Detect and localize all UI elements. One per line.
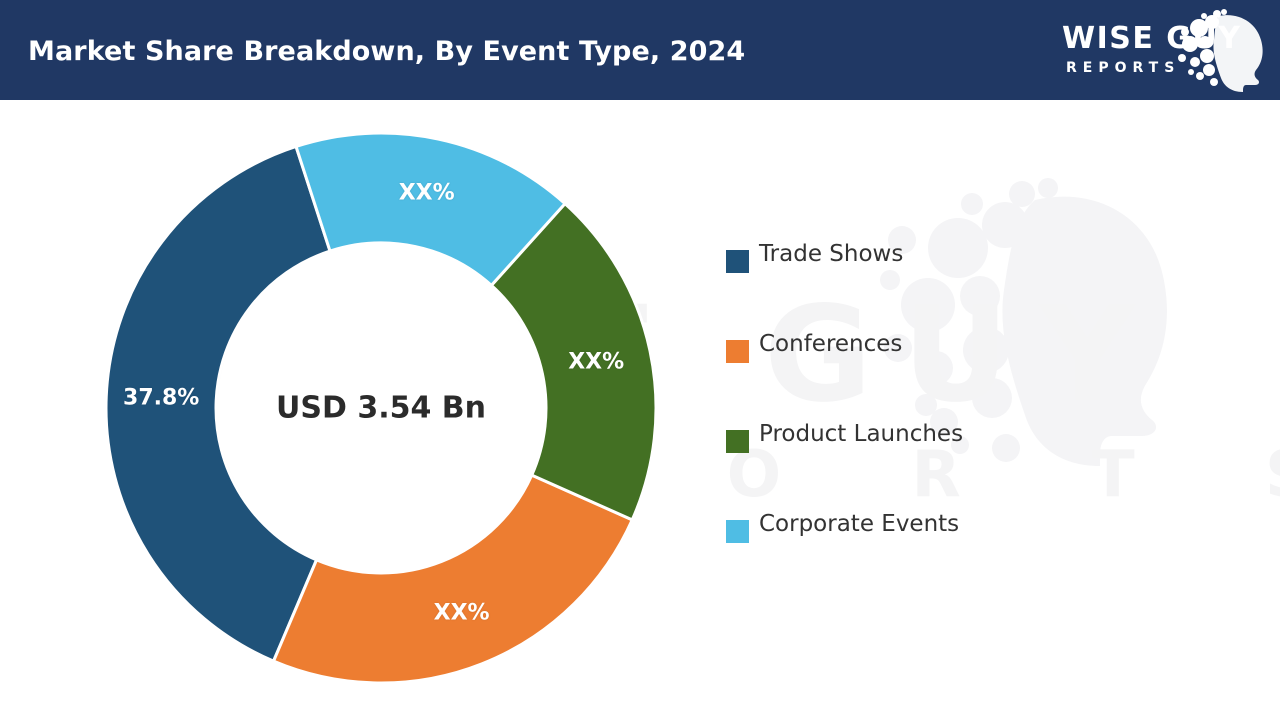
donut-hole — [217, 244, 545, 572]
page-title: Market Share Breakdown, By Event Type, 2… — [28, 36, 746, 67]
donut-chart-svg — [104, 131, 658, 685]
slice-corporate-events[interactable] — [294, 131, 568, 288]
slice-trade-shows[interactable] — [104, 144, 332, 664]
chart-plot-area: WISE GUY R E P O R T S — [0, 100, 1280, 720]
legend-label-trade-shows: Trade Shows — [759, 241, 904, 267]
legend-label-corporate-events: Corporate Events — [759, 511, 960, 537]
legend-swatch-conferences — [726, 340, 749, 363]
donut-center-value: USD 3.54 Bn — [276, 390, 486, 426]
legend-swatch-product-launches — [726, 430, 749, 453]
legend-item-trade-shows[interactable]: Trade Shows — [726, 241, 1166, 340]
legend-item-conferences[interactable]: Conferences — [726, 331, 1166, 430]
head-profile-dots-icon — [1178, 9, 1263, 92]
legend-label-product-launches: Product Launches — [759, 421, 964, 447]
slice-product-launches[interactable] — [489, 201, 658, 522]
chart-legend: Trade Shows Conferences Product Launches… — [726, 241, 1166, 610]
legend-label-conferences: Conferences — [759, 331, 903, 357]
wise-guy-reports-logo: WISE GUY REPORTS — [1062, 9, 1263, 92]
slice-label-product-launches: XX% — [568, 349, 625, 375]
legend-swatch-corporate-events — [726, 520, 749, 543]
donut-slices — [104, 131, 658, 685]
slice-label-trade-shows: 37.8% — [123, 385, 200, 411]
legend-item-corporate-events[interactable]: Corporate Events — [726, 511, 1166, 610]
donut-chart: 37.8% XX% XX% XX% USD 3.54 Bn — [0, 100, 1280, 720]
legend-item-product-launches[interactable]: Product Launches — [726, 421, 1166, 520]
slice-label-conferences: XX% — [433, 600, 490, 626]
slice-conferences[interactable] — [271, 473, 635, 685]
logo-wordmark-line2: REPORTS — [1066, 60, 1180, 76]
page-header: Market Share Breakdown, By Event Type, 2… — [0, 0, 1280, 100]
slice-label-corporate-events: XX% — [398, 180, 455, 206]
legend-swatch-trade-shows — [726, 250, 749, 273]
